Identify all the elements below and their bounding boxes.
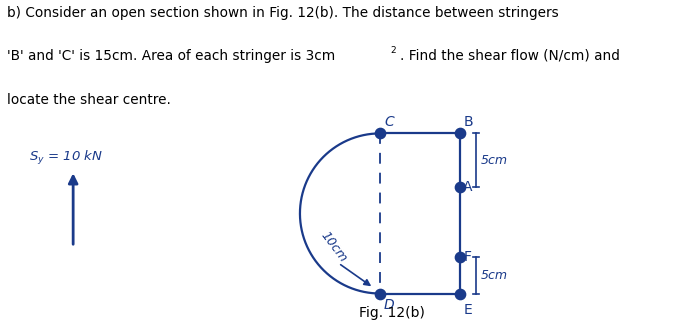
Text: B: B [463,115,473,129]
Text: b) Consider an open section shown in Fig. 12(b). The distance between stringers: b) Consider an open section shown in Fig… [7,6,559,20]
Text: 10cm: 10cm [318,229,349,265]
Text: E: E [463,303,472,317]
Text: 'B' and 'C' is 15cm. Area of each stringer is 3cm: 'B' and 'C' is 15cm. Area of each string… [7,49,335,63]
Text: F: F [463,250,471,264]
Point [454,255,466,260]
Text: 5cm: 5cm [481,269,508,282]
Point [454,131,466,136]
Point [454,184,466,190]
Point [374,291,386,296]
Text: $S_y$ = 10 kN: $S_y$ = 10 kN [29,149,103,167]
Text: locate the shear centre.: locate the shear centre. [7,93,171,107]
Text: . Find the shear flow (N/cm) and: . Find the shear flow (N/cm) and [400,49,620,63]
Text: A: A [463,180,473,194]
Point [454,291,466,296]
Text: 2: 2 [391,46,396,55]
Text: Fig. 12(b): Fig. 12(b) [359,306,425,320]
Text: 5cm: 5cm [481,154,508,167]
Text: C: C [384,115,393,129]
Point [374,131,386,136]
Text: D: D [383,297,394,311]
